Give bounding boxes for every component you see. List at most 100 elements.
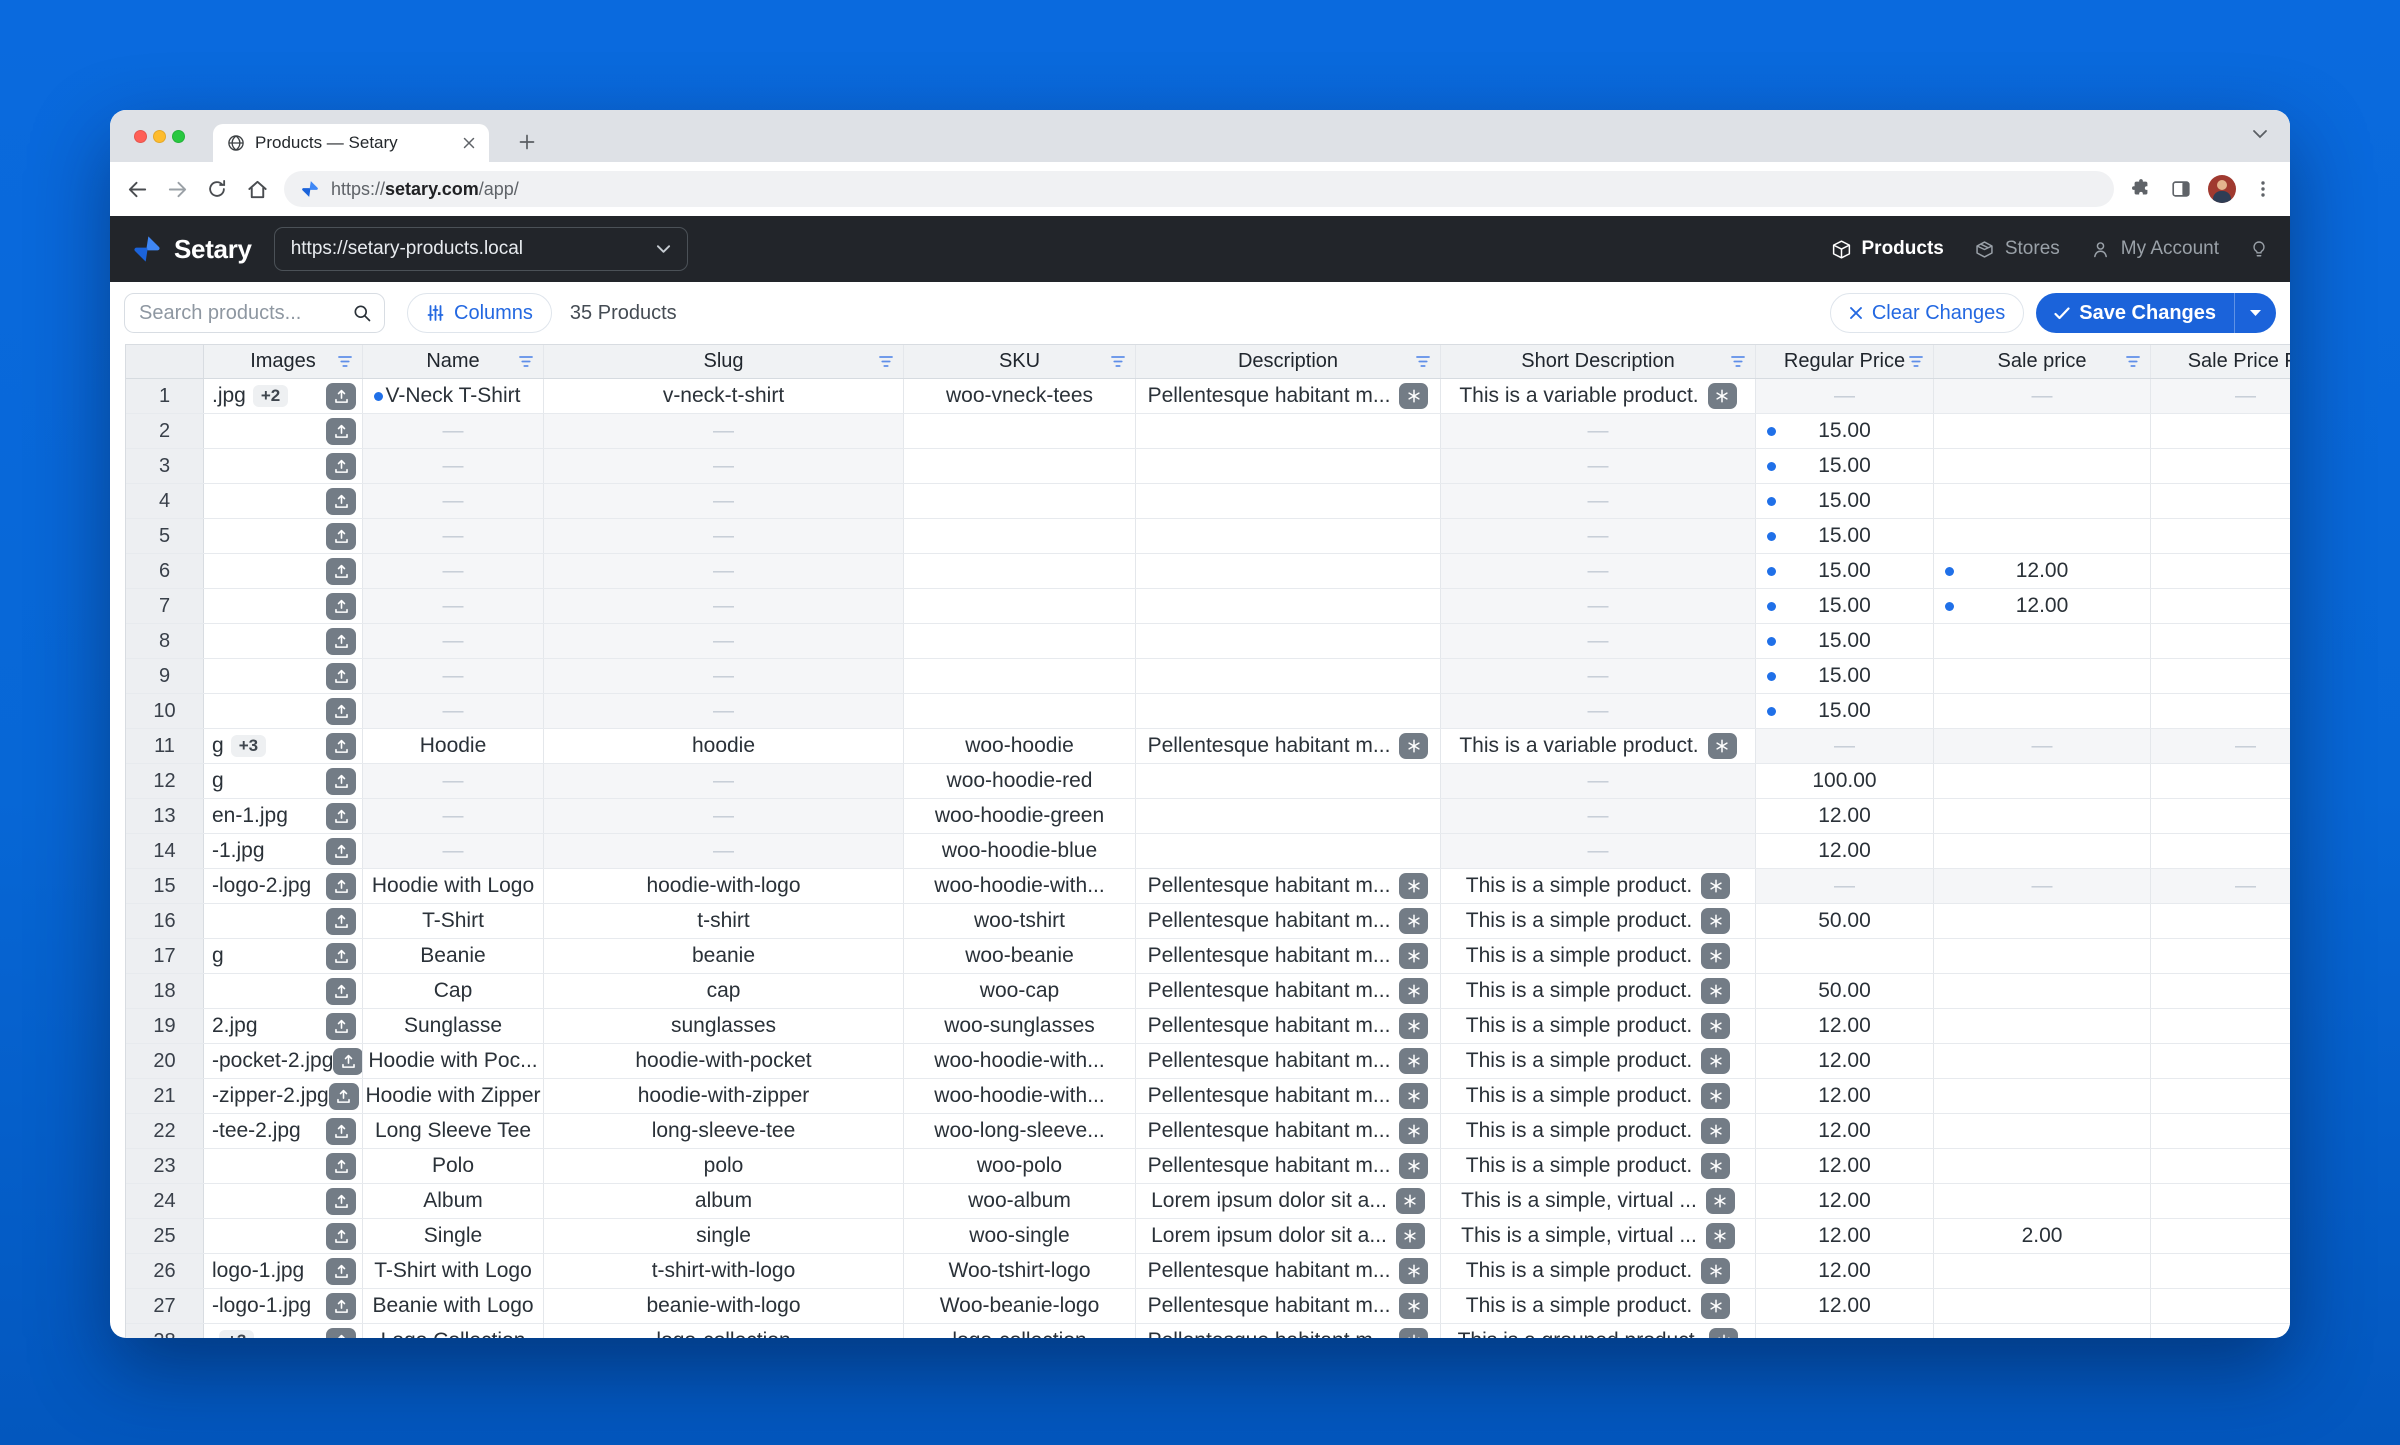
name-cell[interactable]: Beanie (363, 939, 544, 973)
name-cell[interactable]: Sunglasse (363, 1009, 544, 1043)
sale-price-from-cell[interactable] (2151, 1289, 2290, 1323)
regular-price-cell[interactable]: — (1756, 729, 1934, 763)
regular-price-cell[interactable]: 50.00 (1756, 904, 1934, 938)
images-cell[interactable] (204, 624, 363, 658)
ai-generate-button[interactable] (1701, 1153, 1731, 1179)
slug-cell[interactable]: long-sleeve-tee (544, 1114, 904, 1148)
short-description-cell[interactable]: — (1441, 799, 1756, 833)
ai-generate-button[interactable] (1701, 1083, 1731, 1109)
sale-price-from-cell[interactable] (2151, 519, 2290, 553)
description-cell[interactable]: Pellentesque habitant m... (1136, 1289, 1441, 1323)
ai-generate-button[interactable] (1399, 1328, 1429, 1338)
name-cell[interactable]: — (363, 414, 544, 448)
extensions-puzzle-icon[interactable] (2128, 176, 2154, 202)
ai-generate-button[interactable] (1701, 1118, 1731, 1144)
slug-cell[interactable]: t-shirt-with-logo (544, 1254, 904, 1288)
short-description-cell[interactable]: This is a simple product. (1441, 1289, 1756, 1323)
regular-price-cell[interactable]: 15.00 (1756, 449, 1934, 483)
description-cell[interactable]: Pellentesque habitant m... (1136, 1114, 1441, 1148)
close-window-button[interactable] (134, 130, 147, 143)
images-cell[interactable] (204, 1149, 363, 1183)
name-cell[interactable]: Hoodie with Poc... (363, 1044, 544, 1078)
sale-price-cell[interactable] (1934, 1044, 2151, 1078)
images-cell[interactable] (204, 974, 363, 1008)
column-filter-icon[interactable] (878, 355, 894, 368)
images-cell[interactable] (204, 1219, 363, 1253)
slug-cell[interactable]: — (544, 554, 904, 588)
back-icon[interactable] (124, 176, 150, 202)
upload-image-button[interactable] (326, 382, 356, 410)
sku-cell[interactable]: woo-hoodie (904, 729, 1136, 763)
short-description-cell[interactable]: This is a simple product. (1441, 904, 1756, 938)
upload-image-button[interactable] (326, 1117, 356, 1145)
regular-price-cell[interactable]: 15.00 (1756, 659, 1934, 693)
images-cell[interactable]: g +3 (204, 729, 363, 763)
description-cell[interactable] (1136, 659, 1441, 693)
description-cell[interactable] (1136, 449, 1441, 483)
row-number[interactable]: 24 (126, 1184, 204, 1218)
slug-cell[interactable]: — (544, 414, 904, 448)
regular-price-cell[interactable]: 50.00 (1756, 974, 1934, 1008)
name-cell[interactable]: — (363, 659, 544, 693)
store-selector-dropdown[interactable]: https://setary-products.local (273, 227, 688, 271)
sale-price-from-cell[interactable] (2151, 1044, 2290, 1078)
ai-generate-button[interactable] (1709, 1328, 1739, 1338)
ai-generate-button[interactable] (1701, 1048, 1731, 1074)
column-header-images[interactable]: Images (204, 345, 363, 378)
sale-price-from-cell[interactable] (2151, 904, 2290, 938)
name-cell[interactable]: Beanie with Logo (363, 1289, 544, 1323)
slug-cell[interactable]: polo (544, 1149, 904, 1183)
row-number[interactable]: 23 (126, 1149, 204, 1183)
regular-price-cell[interactable]: 100.00 (1756, 764, 1934, 798)
images-cell[interactable] (204, 484, 363, 518)
images-cell[interactable]: -pocket-2.jpg (204, 1044, 363, 1078)
images-cell[interactable] (204, 659, 363, 693)
ai-generate-button[interactable] (1701, 978, 1731, 1004)
column-header-sale-price-from[interactable]: Sale Price Fr (2151, 345, 2290, 378)
row-number[interactable]: 2 (126, 414, 204, 448)
upload-image-button[interactable] (326, 1257, 356, 1285)
side-panel-icon[interactable] (2168, 176, 2194, 202)
description-cell[interactable] (1136, 764, 1441, 798)
row-number[interactable]: 15 (126, 869, 204, 903)
sale-price-cell[interactable] (1934, 1114, 2151, 1148)
ai-generate-button[interactable] (1395, 1188, 1425, 1214)
sale-price-from-cell[interactable]: — (2151, 869, 2290, 903)
ai-generate-button[interactable] (1399, 943, 1429, 969)
upload-image-button[interactable] (326, 977, 356, 1005)
row-number-header[interactable] (126, 345, 204, 378)
help-lightbulb-button[interactable] (2249, 239, 2269, 260)
tab-strip-chevron-icon[interactable] (2252, 126, 2268, 144)
sale-price-cell[interactable] (1934, 799, 2151, 833)
name-cell[interactable]: Polo (363, 1149, 544, 1183)
upload-image-button[interactable] (326, 1292, 356, 1320)
regular-price-cell[interactable]: 12.00 (1756, 834, 1934, 868)
slug-cell[interactable]: hoodie-with-logo (544, 869, 904, 903)
sale-price-from-cell[interactable] (2151, 1079, 2290, 1113)
description-cell[interactable] (1136, 799, 1441, 833)
slug-cell[interactable]: — (544, 799, 904, 833)
ai-generate-button[interactable] (1705, 1223, 1735, 1249)
sale-price-cell[interactable] (1934, 939, 2151, 973)
short-description-cell[interactable]: — (1441, 764, 1756, 798)
sku-cell[interactable]: woo-album (904, 1184, 1136, 1218)
upload-image-button[interactable] (326, 837, 356, 865)
images-cell[interactable] (204, 589, 363, 623)
short-description-cell[interactable]: — (1441, 519, 1756, 553)
regular-price-cell[interactable]: 15.00 (1756, 554, 1934, 588)
upload-image-button[interactable] (333, 1047, 362, 1075)
name-cell[interactable]: T-Shirt (363, 904, 544, 938)
search-box[interactable] (124, 293, 385, 333)
slug-cell[interactable]: cap (544, 974, 904, 1008)
sale-price-cell[interactable] (1934, 414, 2151, 448)
row-number[interactable]: 22 (126, 1114, 204, 1148)
slug-cell[interactable]: — (544, 519, 904, 553)
sale-price-cell[interactable]: 2.00 (1934, 1219, 2151, 1253)
sku-cell[interactable]: woo-hoodie-blue (904, 834, 1136, 868)
name-cell[interactable]: — (363, 624, 544, 658)
sku-cell[interactable]: woo-hoodie-with... (904, 1044, 1136, 1078)
sale-price-cell[interactable] (1934, 1009, 2151, 1043)
sale-price-from-cell[interactable] (2151, 449, 2290, 483)
description-cell[interactable]: Pellentesque habitant m... (1136, 1044, 1441, 1078)
upload-image-button[interactable] (326, 872, 356, 900)
